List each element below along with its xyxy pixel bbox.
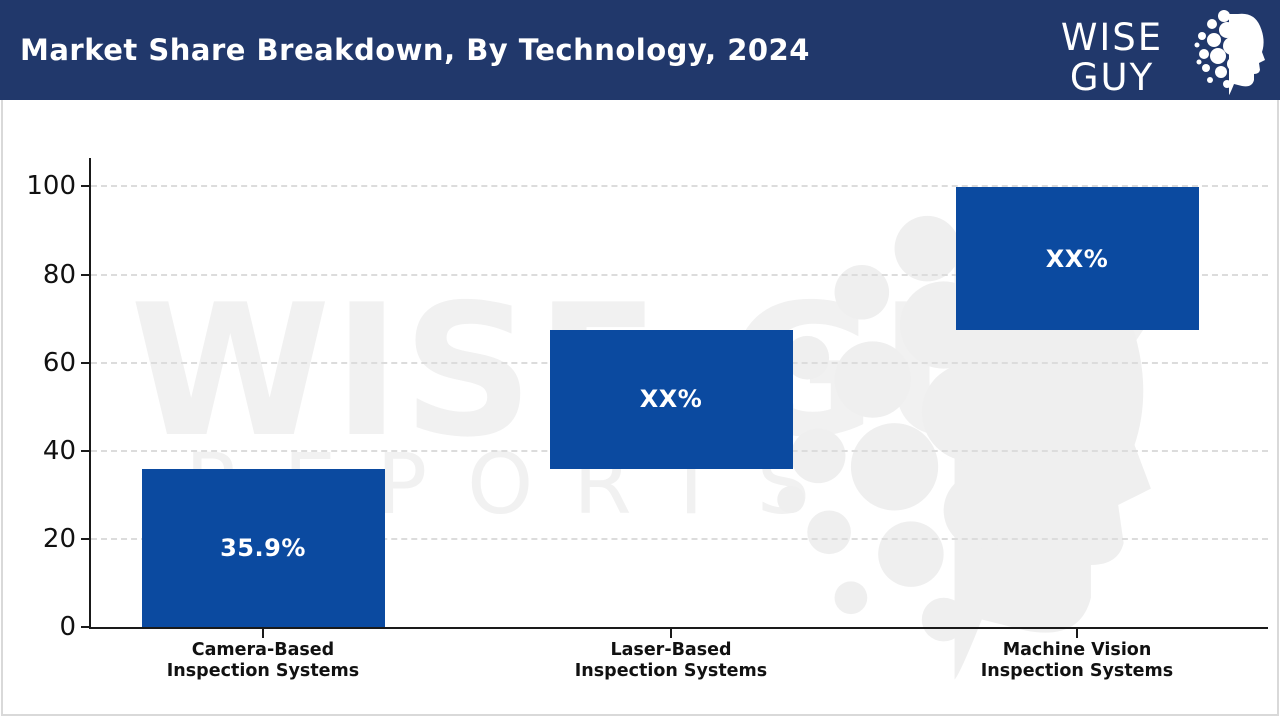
bar-value-label: XX% <box>639 385 703 414</box>
y-axis-tick-label: 80 <box>42 259 76 290</box>
y-axis-line <box>89 158 91 629</box>
chart-area: WISE GUY REPORTS 0 20 40 60 80 100 35.9% XX% XX%… <box>0 100 1280 720</box>
y-axis-tick-label: 40 <box>42 435 76 466</box>
x-axis-tick-label-line: Camera-Based <box>191 640 335 660</box>
bar: XX% <box>955 187 1199 331</box>
gridline <box>91 273 1268 276</box>
y-tick-mark <box>81 361 90 364</box>
brand-logo: WISE GUY REPORTS <box>1026 6 1266 115</box>
page-title: Market Share Breakdown, By Technology, 2… <box>20 33 810 67</box>
gridline <box>91 185 1268 188</box>
x-axis-tick-label-line: Inspection Systems <box>166 661 360 681</box>
y-tick-mark <box>81 626 90 628</box>
logo-face-icon <box>1194 10 1265 95</box>
x-axis-tick-label: Laser-Based Inspection Systems <box>511 640 831 682</box>
x-tick-mark <box>670 629 672 638</box>
x-axis-tick-label: Machine Vision Inspection Systems <box>917 640 1237 682</box>
x-axis-tick-label-line: Laser-Based <box>610 640 732 660</box>
y-tick-mark <box>81 537 90 540</box>
x-tick-mark <box>262 629 264 638</box>
y-axis-tick-label: 100 <box>26 171 76 202</box>
y-tick-mark <box>81 449 90 452</box>
bar-value-label: 35.9% <box>220 533 306 562</box>
bar-value-label: XX% <box>1045 244 1109 273</box>
bar: 35.9% <box>141 468 385 627</box>
y-axis-tick-label: 60 <box>42 347 76 378</box>
y-tick-mark <box>81 185 90 188</box>
x-tick-mark <box>1076 629 1078 638</box>
y-tick-mark <box>81 273 90 276</box>
x-axis-line <box>89 627 1268 629</box>
x-axis-tick-label-line: Machine Vision <box>1002 640 1152 660</box>
header-bar: Market Share Breakdown, By Technology, 2… <box>0 0 1280 115</box>
y-axis-tick-label: 20 <box>42 523 76 554</box>
x-axis-tick-label-line: Inspection Systems <box>574 661 768 681</box>
x-axis-tick-label-line: Inspection Systems <box>980 661 1174 681</box>
gridline <box>91 537 1268 540</box>
brand-name: WISE GUY <box>1060 16 1164 99</box>
x-axis-tick-label: Camera-Based Inspection Systems <box>103 640 423 682</box>
bar: XX% <box>549 330 793 469</box>
y-axis-tick-label: 0 <box>59 612 76 642</box>
